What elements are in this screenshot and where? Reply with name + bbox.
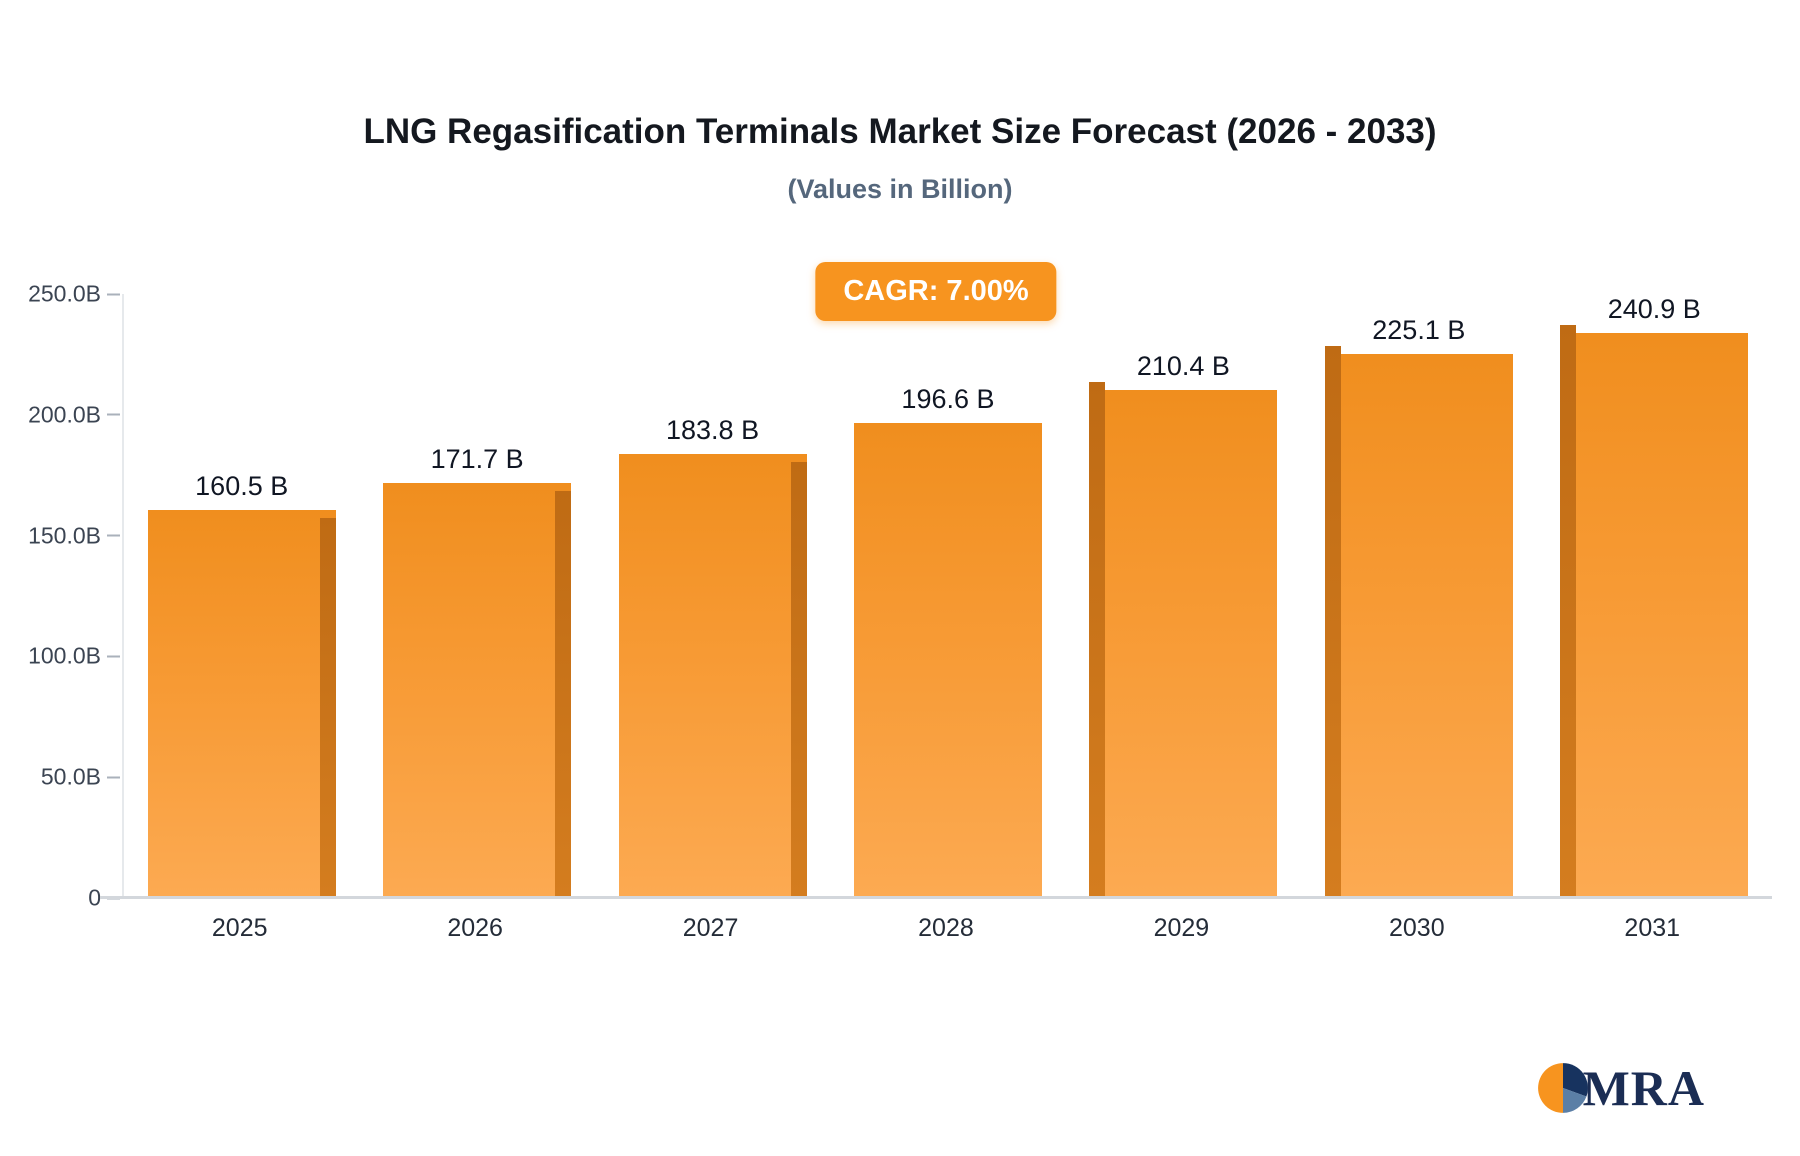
y-tick: 250.0B <box>28 281 120 308</box>
x-tick-label: 2025 <box>211 914 268 942</box>
bar-side-face <box>790 461 807 898</box>
y-tick-label: 150.0B <box>28 522 101 549</box>
bar-slot: 225.1 B <box>1301 294 1536 898</box>
bar-value-label: 171.7 B <box>430 444 524 475</box>
bar-value-label: 210.4 B <box>1136 350 1230 381</box>
bar-2028 <box>853 423 1042 898</box>
bar-slot: 196.6 B <box>830 294 1065 898</box>
chart-title: LNG Regasification Terminals Market Size… <box>363 112 1437 151</box>
x-tick-label: 2030 <box>1389 914 1445 942</box>
y-tick: 50.0B <box>41 764 120 791</box>
bar-side-face <box>1324 346 1341 898</box>
y-tick-mark <box>107 534 120 537</box>
bar-2030 <box>1324 346 1513 898</box>
bar-slot: 210.4 B <box>1066 294 1301 898</box>
y-tick-mark <box>107 776 120 779</box>
bar-value-label: 225.1 B <box>1372 315 1466 346</box>
y-tick-mark <box>107 413 120 416</box>
bar-value-label: 240.9 B <box>1607 294 1701 324</box>
plot-area: 160.5 B 171.7 B 183.8 B 196.6 B 210.4 B 225.1… <box>122 294 1772 898</box>
logo-pie-icon <box>1537 1063 1588 1113</box>
y-tick-mark <box>107 655 120 658</box>
bar-side-face <box>319 518 336 898</box>
x-axis-labels: 2025 2026 2027 2028 2029 2030 2031 <box>122 914 1770 943</box>
bar-value-label: 196.6 B <box>901 384 995 415</box>
bar-value-label: 160.5 B <box>195 471 289 502</box>
bar-value-label: 183.8 B <box>666 414 760 445</box>
y-tick: 200.0B <box>28 401 120 428</box>
bar-2031 <box>1560 325 1749 898</box>
bar-slot: 171.7 B <box>360 294 595 898</box>
y-tick: 150.0B <box>28 522 120 549</box>
bar-side-face <box>1560 325 1577 898</box>
bar-2025 <box>147 510 336 898</box>
bar-slot: 240.9 B <box>1537 294 1772 898</box>
chart-subtitle: (Values in Billion) <box>787 174 1013 204</box>
bar-slot: 183.8 B <box>595 294 830 898</box>
bar-side-face <box>1089 381 1106 898</box>
bar-2026 <box>383 483 572 898</box>
cagr-badge: CAGR: 7.00% <box>815 262 1057 321</box>
x-tick-label: 2029 <box>1153 914 1210 942</box>
bar-2029 <box>1089 381 1278 898</box>
cagr-badge-label: CAGR: 7.00% <box>843 275 1029 307</box>
y-tick-label: 100.0B <box>28 642 101 669</box>
bars: 160.5 B 171.7 B 183.8 B 196.6 B 210.4 B 225.1… <box>124 294 1772 898</box>
y-tick-label: 250.0B <box>28 280 101 307</box>
x-tick-label: 2031 <box>1624 914 1681 942</box>
y-axis: 250.0B 200.0B 150.0B 100.0B 50.0B 0 <box>0 281 120 911</box>
logo-text: MRA <box>1582 1060 1705 1116</box>
x-tick-label: 2026 <box>447 914 503 942</box>
y-tick-label: 50.0B <box>40 763 101 790</box>
bar-slot: 160.5 B <box>124 294 359 898</box>
x-tick-label: 2028 <box>918 914 974 942</box>
y-tick-label: 200.0B <box>28 401 101 428</box>
y-tick: 100.0B <box>28 643 120 670</box>
y-tick-label: 0 <box>88 884 101 911</box>
brand-logo: MRA <box>1537 1062 1705 1114</box>
x-axis-line <box>100 896 1772 899</box>
x-tick-label: 2027 <box>682 914 739 942</box>
y-tick-mark <box>107 293 120 295</box>
bar-2027 <box>618 453 807 898</box>
bar-side-face <box>555 491 572 898</box>
